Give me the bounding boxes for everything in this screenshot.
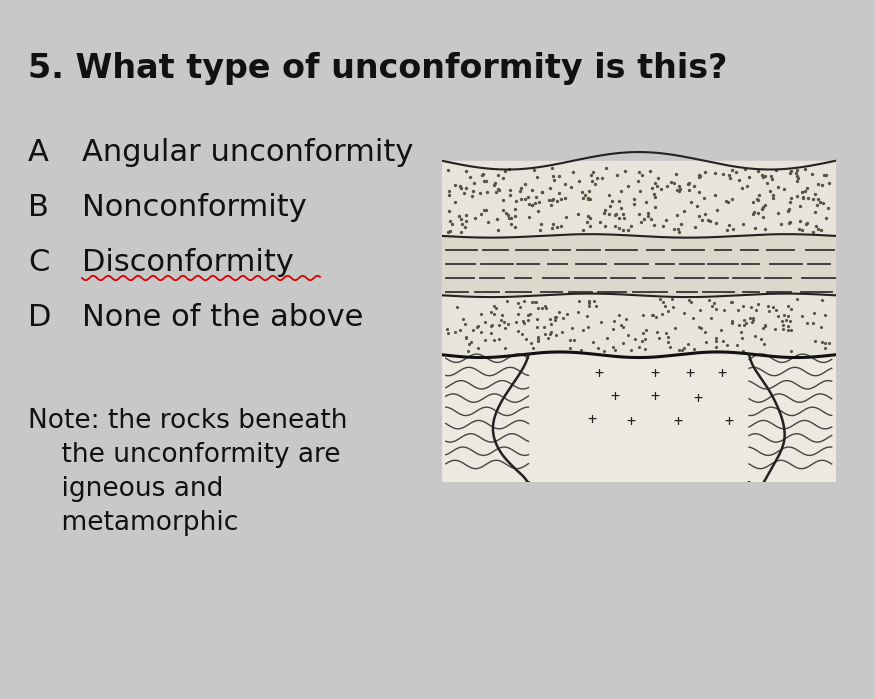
Text: A: A	[28, 138, 49, 167]
Bar	[442, 354, 836, 482]
Text: Note: the rocks beneath: Note: the rocks beneath	[28, 408, 347, 434]
Text: metamorphic: metamorphic	[28, 510, 238, 536]
Text: C: C	[28, 248, 49, 277]
Text: +: +	[650, 366, 659, 382]
Text: B: B	[28, 193, 49, 222]
Text: +: +	[587, 412, 596, 427]
Text: +: +	[626, 414, 635, 428]
Text: +: +	[595, 366, 604, 382]
Text: +: +	[693, 391, 703, 406]
Text: Nonconformity: Nonconformity	[82, 193, 307, 222]
Text: +: +	[685, 366, 695, 382]
Text: the unconformity are: the unconformity are	[28, 442, 340, 468]
Bar	[442, 161, 836, 236]
Text: 5. What type of unconformity is this?: 5. What type of unconformity is this?	[28, 52, 727, 85]
Bar	[442, 295, 836, 355]
Text: +: +	[611, 389, 620, 404]
Text: +: +	[650, 389, 659, 404]
Text: +: +	[717, 366, 726, 382]
Text: D: D	[28, 303, 52, 332]
Text: igneous and: igneous and	[28, 476, 223, 502]
Text: None of the above: None of the above	[82, 303, 363, 332]
Bar	[442, 236, 836, 295]
Text: +: +	[724, 414, 734, 428]
Text: +: +	[674, 414, 682, 428]
Text: Disconformity: Disconformity	[82, 248, 294, 277]
Text: Angular unconformity: Angular unconformity	[82, 138, 413, 167]
